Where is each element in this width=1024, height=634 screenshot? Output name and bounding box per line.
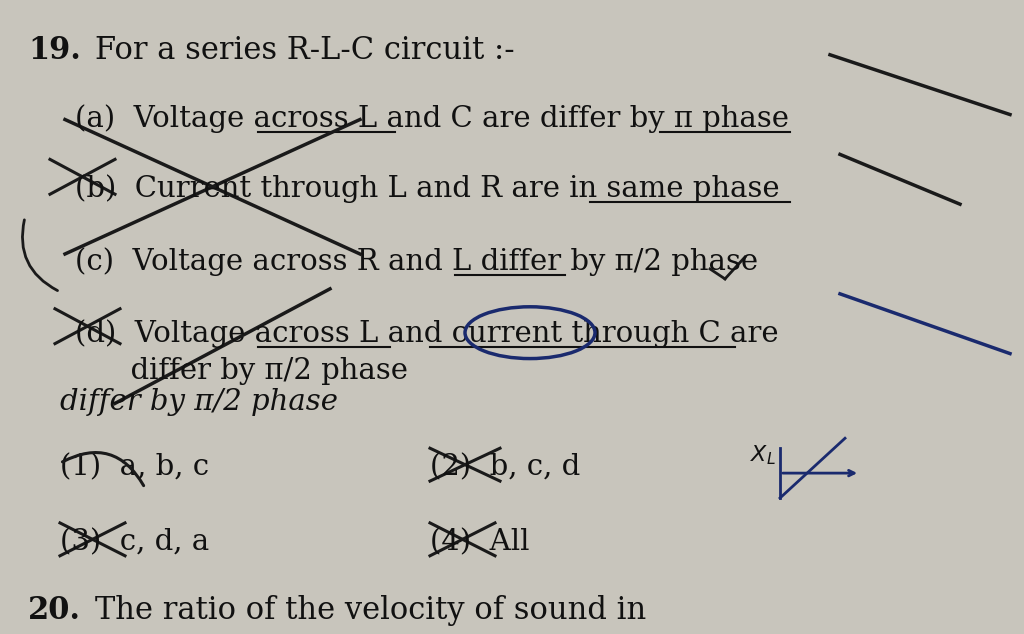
Text: (d)  Voltage across L and current through C are: (d) Voltage across L and current through… (75, 319, 778, 347)
Text: $X_L$: $X_L$ (750, 443, 776, 467)
Text: (a)  Voltage across L and C are differ by π phase: (a) Voltage across L and C are differ by… (75, 105, 790, 133)
Text: (b)  Current through L and R are in same phase: (b) Current through L and R are in same … (75, 174, 779, 203)
Text: (1)  a, b, c: (1) a, b, c (60, 453, 209, 481)
Text: differ by π/2 phase: differ by π/2 phase (75, 356, 408, 385)
Text: 19.: 19. (28, 35, 81, 66)
Text: differ by π/2 phase: differ by π/2 phase (60, 389, 338, 417)
Text: (2)  b, c, d: (2) b, c, d (430, 453, 581, 481)
Text: (c)  Voltage across R and L differ by π/2 phase: (c) Voltage across R and L differ by π/2… (75, 247, 758, 276)
Text: (3)  c, d, a: (3) c, d, a (60, 528, 209, 556)
Text: For a series R-L-C circuit :-: For a series R-L-C circuit :- (95, 35, 515, 66)
Text: (4)  All: (4) All (430, 528, 529, 556)
Text: The ratio of the velocity of sound in: The ratio of the velocity of sound in (95, 595, 646, 626)
Text: 20.: 20. (28, 595, 81, 626)
